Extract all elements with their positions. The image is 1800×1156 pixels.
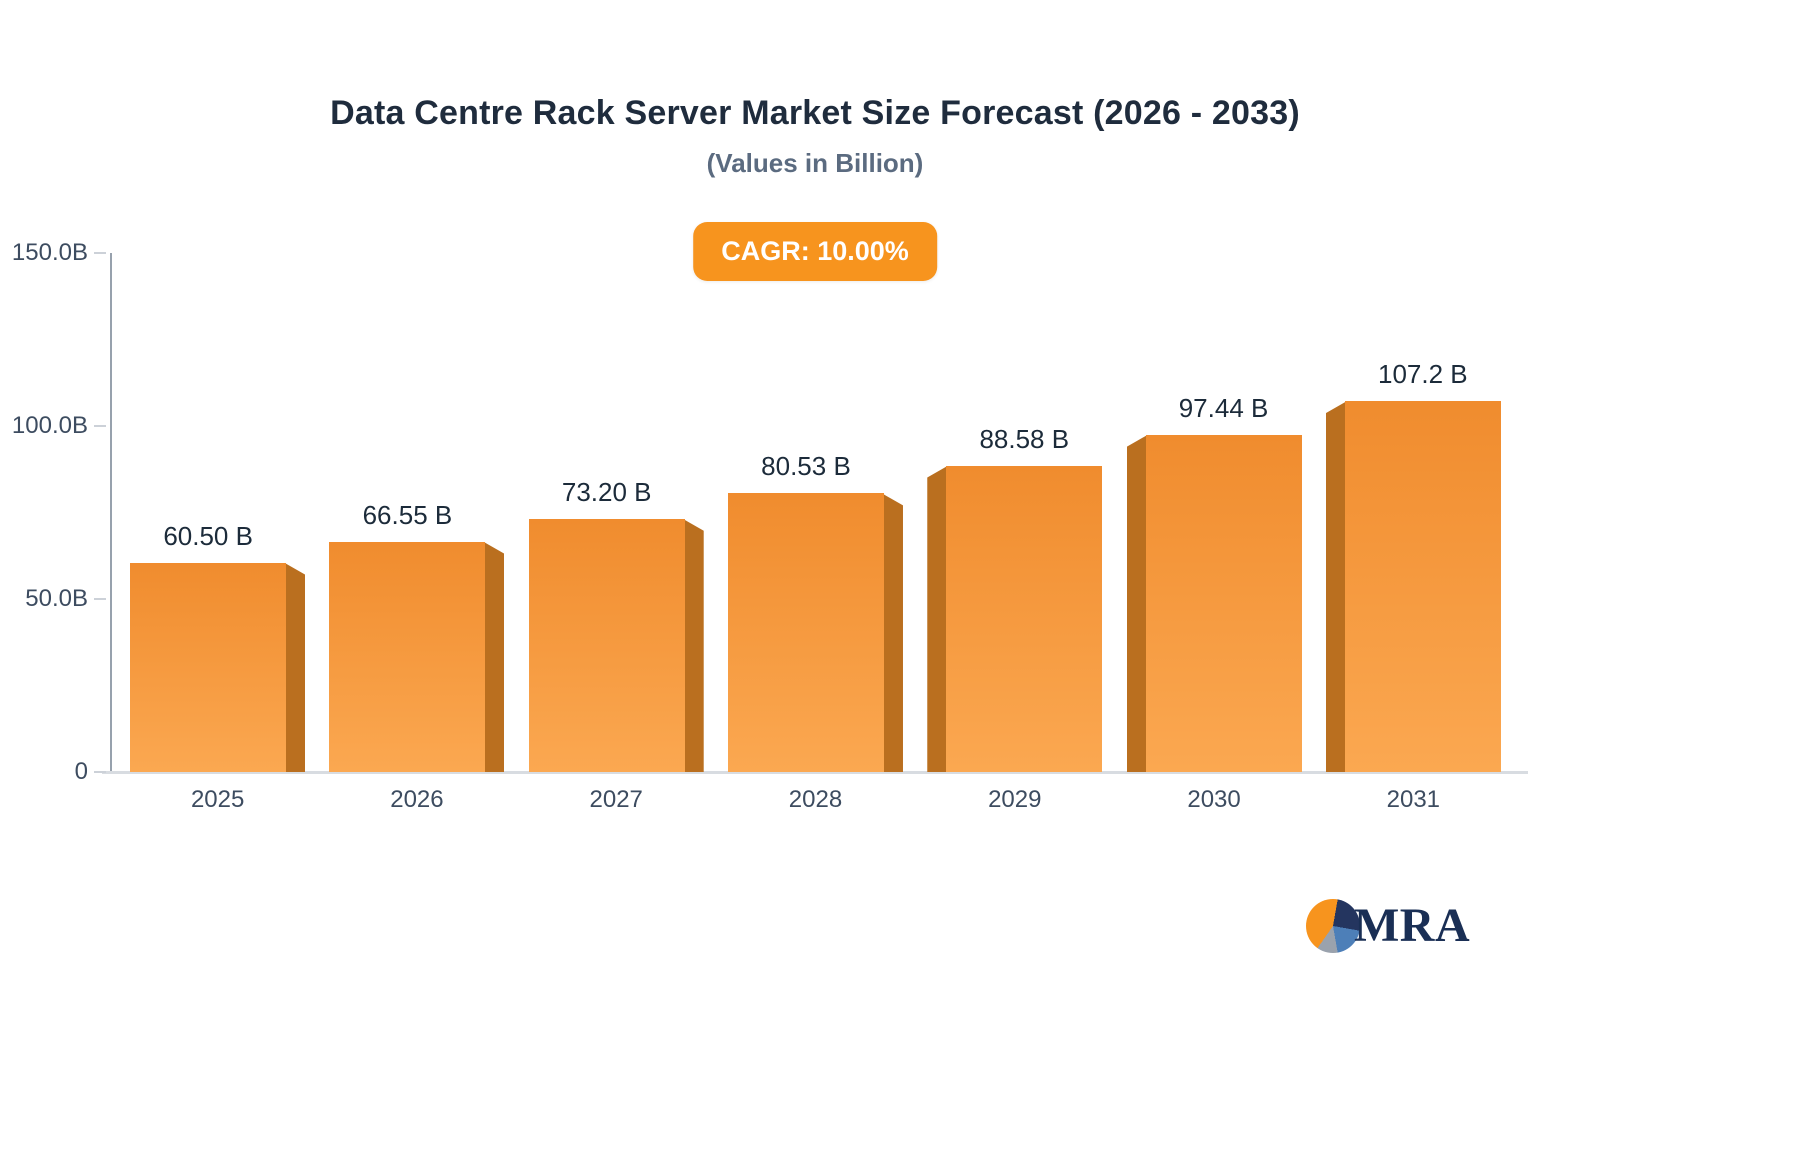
bar-slot-2028: 80.53 B xyxy=(716,253,915,772)
bar-2029: 88.58 B xyxy=(927,424,1103,772)
plot-area: 60.50 B 66.55 B 73.20 B 80.53 B 88.58 B 97.44… xyxy=(12,239,1528,813)
value-label-2027: 73.20 B xyxy=(561,476,652,507)
x-axis-line xyxy=(102,771,1528,774)
bar-side-2028 xyxy=(881,493,903,772)
bar-face-2031 xyxy=(1344,401,1501,772)
bar-side-2025 xyxy=(284,562,306,772)
bars-container: 60.50 B 66.55 B 73.20 B 80.53 B 88.58 B 97.44… xyxy=(118,253,1513,772)
x-tick-label-2031: 2031 xyxy=(1386,786,1441,813)
bar-slot-2030: 97.44 B xyxy=(1114,253,1313,772)
bar-side-2031 xyxy=(1325,401,1347,772)
value-label-2026: 66.55 B xyxy=(362,499,453,530)
value-label-2028: 80.53 B xyxy=(761,451,851,482)
bar-slot-2027: 73.20 B xyxy=(517,253,716,772)
value-label-2029: 88.58 B xyxy=(979,423,1070,454)
y-axis-line xyxy=(110,253,112,772)
bar-2031: 107.2 B xyxy=(1325,359,1501,772)
bar-2027: 73.20 B xyxy=(528,477,704,772)
bar-face-2030 xyxy=(1145,434,1302,772)
y-tick-label-50.0B: 50.0B xyxy=(25,585,88,612)
y-tick-mark xyxy=(94,771,106,773)
bar-side-2026 xyxy=(483,541,505,772)
value-label-2030: 97.44 B xyxy=(1178,392,1269,423)
value-label-2025: 60.50 B xyxy=(163,520,253,551)
bar-side-2030 xyxy=(1126,434,1148,772)
chart-title: Data Centre Rack Server Market Size Fore… xyxy=(330,94,1300,132)
bar-2028: 80.53 B xyxy=(727,451,903,772)
bar-side-2029 xyxy=(927,465,949,772)
bar-face-2029 xyxy=(946,465,1103,772)
x-tick-label-2028: 2028 xyxy=(788,786,843,813)
x-tick-label-2027: 2027 xyxy=(589,786,643,813)
x-tick-label-2029: 2029 xyxy=(988,786,1042,813)
y-tick-mark xyxy=(94,252,106,254)
x-axis-labels: 2025 2026 2027 2028 2029 2030 2031 xyxy=(118,786,1513,814)
x-tick-label-2025: 2025 xyxy=(190,786,245,813)
chart-subtitle: (Values in Billion) xyxy=(706,148,924,178)
x-tick-label-2026: 2026 xyxy=(390,786,444,813)
x-tick-label-2030: 2030 xyxy=(1187,786,1241,813)
bar-slot-2031: 107.2 B xyxy=(1314,253,1513,772)
bar-2025: 60.50 B xyxy=(130,521,306,772)
bar-slot-2025: 60.50 B xyxy=(118,253,317,772)
bar-2026: 66.55 B xyxy=(329,500,505,772)
cagr-badge: CAGR: 10.00% xyxy=(693,222,937,281)
y-tick-label-100.0B: 100.0B xyxy=(11,412,88,439)
y-tick-mark xyxy=(94,425,106,427)
mra-logo: MRA xyxy=(1306,898,1470,953)
pie-chart-logo-icon xyxy=(1306,898,1360,953)
bar-slot-2029: 88.58 B xyxy=(915,253,1114,772)
logo-text: MRA xyxy=(1354,899,1471,952)
y-tick-label-0: 0 xyxy=(74,758,88,785)
bar-slot-2026: 66.55 B xyxy=(317,253,516,772)
bar-side-2027 xyxy=(682,518,704,772)
bar-2030: 97.44 B xyxy=(1126,393,1302,772)
y-tick-mark xyxy=(94,598,106,600)
bar-face-2028 xyxy=(727,493,884,772)
bar-face-2026 xyxy=(329,541,486,772)
bar-face-2025 xyxy=(130,562,287,772)
y-tick-label-150.0B: 150.0B xyxy=(11,239,88,266)
value-label-2031: 107.2 B xyxy=(1378,359,1468,390)
bar-face-2027 xyxy=(528,518,685,772)
